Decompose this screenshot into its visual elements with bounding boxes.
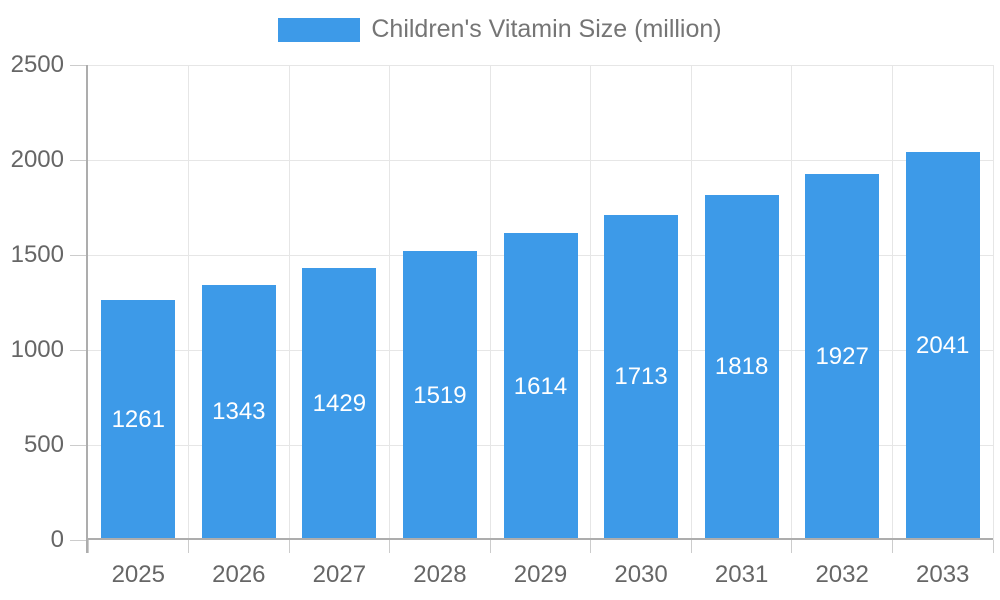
bar-value-label: 1429 [312, 390, 367, 418]
x-tick-label: 2025 [111, 561, 165, 588]
y-tick-label: 1000 [10, 336, 64, 363]
x-tick-label: 2031 [714, 561, 769, 588]
x-gridline [188, 65, 190, 540]
bar[interactable]: 1927 [805, 173, 880, 540]
x-tick-label: 2033 [916, 561, 970, 588]
bar[interactable]: 2041 [905, 152, 980, 540]
x-gridline [690, 65, 692, 540]
bar[interactable]: 1343 [201, 284, 276, 540]
y-tick [70, 254, 88, 256]
y-tick [70, 64, 88, 66]
y-tick [70, 159, 88, 161]
x-tick [891, 540, 893, 553]
x-tick-label: 2027 [312, 561, 367, 588]
bar-value-label: 1614 [513, 372, 568, 400]
bar-value-label: 1261 [111, 406, 165, 434]
x-gridline [791, 65, 793, 540]
bar[interactable]: 1614 [503, 233, 578, 540]
bar[interactable]: 1429 [302, 268, 377, 540]
x-tick [87, 540, 89, 553]
x-tick [690, 540, 692, 553]
y-tick-label: 0 [50, 526, 64, 553]
legend-label: Children's Vitamin Size (million) [371, 15, 722, 43]
bar-value-label: 1519 [413, 381, 467, 409]
bar[interactable]: 1519 [402, 251, 477, 540]
bar[interactable]: 1713 [604, 214, 679, 540]
y-axis-line [86, 65, 88, 553]
bar-value-label: 1713 [614, 363, 668, 391]
legend-swatch [278, 17, 361, 42]
x-tick-label: 2029 [513, 561, 568, 588]
x-gridline [389, 65, 391, 540]
bar-value-label: 1818 [714, 353, 769, 381]
x-tick-label: 2028 [413, 561, 467, 588]
bar[interactable]: 1818 [704, 194, 779, 540]
x-axis-line [88, 538, 993, 540]
x-tick-label: 2030 [614, 561, 668, 588]
y-tick-label: 500 [23, 431, 64, 458]
bar-value-label: 2041 [916, 332, 970, 360]
bar[interactable]: 1261 [101, 300, 176, 540]
x-gridline [489, 65, 491, 540]
x-tick [188, 540, 190, 553]
y-tick [70, 539, 88, 541]
x-tick-label: 2032 [815, 561, 869, 588]
bar-value-label: 1343 [212, 398, 266, 426]
x-tick [389, 540, 391, 553]
y-gridline [88, 64, 993, 66]
x-tick [590, 540, 592, 553]
x-gridline [992, 65, 994, 540]
x-tick [489, 540, 491, 553]
x-gridline [590, 65, 592, 540]
x-gridline [288, 65, 290, 540]
x-tick [791, 540, 793, 553]
y-tick-label: 2000 [10, 146, 64, 173]
y-tick-label: 2500 [10, 51, 64, 78]
x-tick [288, 540, 290, 553]
x-gridline [891, 65, 893, 540]
chart-legend[interactable]: Children's Vitamin Size (million) [0, 15, 1000, 44]
y-tick-label: 1500 [10, 241, 64, 268]
y-tick [70, 444, 88, 446]
x-tick-label: 2026 [212, 561, 266, 588]
x-tick [992, 540, 994, 553]
bar-value-label: 1927 [815, 342, 869, 370]
y-gridline [88, 159, 993, 161]
y-tick [70, 349, 88, 351]
